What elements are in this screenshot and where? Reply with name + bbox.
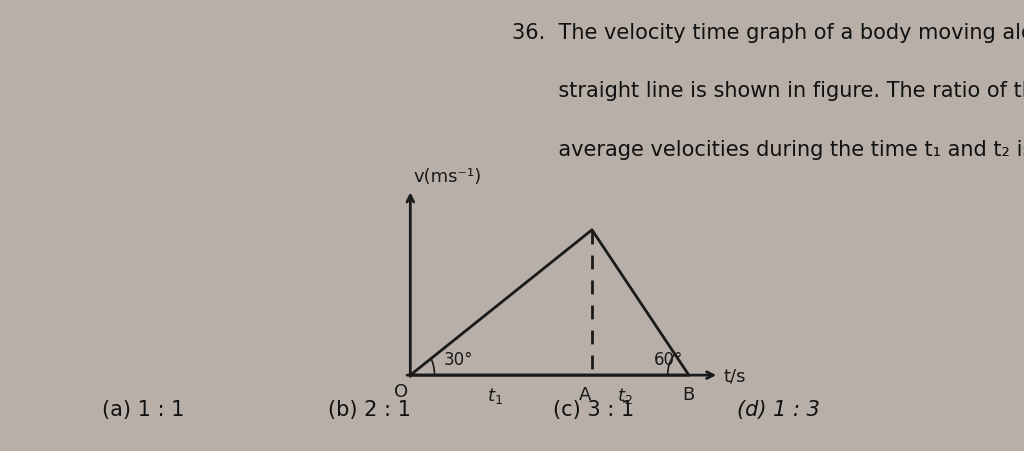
Text: 36.  The velocity time graph of a body moving along a: 36. The velocity time graph of a body mo…: [512, 23, 1024, 42]
Text: $t_1$: $t_1$: [487, 385, 503, 405]
Text: B: B: [683, 385, 695, 403]
Text: straight line is shown in figure. The ratio of the: straight line is shown in figure. The ra…: [512, 81, 1024, 101]
Text: O: O: [394, 382, 409, 400]
Text: (a) 1 : 1: (a) 1 : 1: [102, 400, 184, 419]
Text: (d) 1 : 3: (d) 1 : 3: [737, 400, 820, 419]
Text: t/s: t/s: [724, 366, 746, 384]
Text: v(ms⁻¹): v(ms⁻¹): [414, 168, 481, 186]
Text: 30°: 30°: [443, 350, 473, 368]
Text: $t_2$: $t_2$: [617, 385, 633, 405]
Text: average velocities during the time t₁ and t₂ is: average velocities during the time t₁ an…: [512, 140, 1024, 160]
Text: A: A: [579, 385, 591, 403]
Text: (b) 2 : 1: (b) 2 : 1: [328, 400, 411, 419]
Text: (c) 3 : 1: (c) 3 : 1: [553, 400, 634, 419]
Text: 60°: 60°: [653, 350, 683, 368]
